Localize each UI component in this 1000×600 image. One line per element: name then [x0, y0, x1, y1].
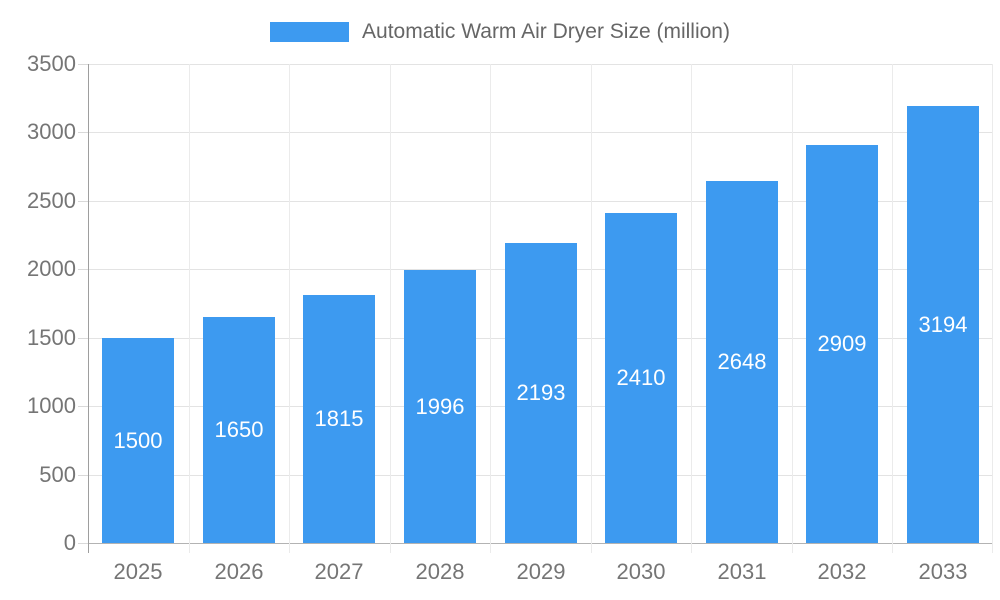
- bar-value-label: 1815: [314, 406, 364, 431]
- v-gridline: [792, 64, 793, 543]
- x-tick-label: 2032: [817, 559, 867, 584]
- x-tick-label: 2025: [113, 559, 163, 584]
- v-gridline: [189, 64, 190, 543]
- y-tick-mark: [78, 201, 88, 202]
- y-tick-label: 3500: [27, 51, 76, 76]
- y-tick-mark: [78, 338, 88, 339]
- x-tick-mark: [189, 543, 190, 553]
- bar-value-label: 1500: [113, 427, 163, 453]
- bar-value-label: 2193: [516, 380, 566, 405]
- legend-label: Automatic Warm Air Dryer Size (million): [362, 20, 730, 43]
- bar: 1500: [102, 338, 174, 543]
- x-tick-label: 2033: [918, 559, 968, 584]
- y-tick-mark: [78, 406, 88, 407]
- bar: 1815: [303, 295, 375, 543]
- x-axis-labels: 2025 2026 2027 2028 2029 2030 2031 2032 2033: [88, 559, 993, 589]
- v-gridline: [490, 64, 491, 543]
- bar-value-label: 3194: [918, 311, 968, 337]
- y-tick-mark: [78, 269, 88, 270]
- v-gridline: [892, 64, 893, 543]
- bar-value-label: 2648: [717, 349, 767, 374]
- y-axis-labels: 0 500 1000 1500 2000 2500 3000 3500: [0, 51, 78, 555]
- y-tick-label: 1000: [27, 393, 76, 418]
- bar-value-label: 2410: [616, 365, 666, 390]
- bar: 2193: [505, 243, 577, 543]
- y-tick-label: 0: [63, 530, 76, 555]
- x-tick-label: 2029: [516, 559, 566, 584]
- legend: Automatic Warm Air Dryer Size (million): [0, 20, 1000, 44]
- bar: 1996: [404, 270, 476, 543]
- x-tick-mark: [792, 543, 793, 553]
- y-tick-label: 2500: [27, 188, 76, 213]
- x-tick-mark: [289, 543, 290, 553]
- x-tick-mark: [490, 543, 491, 553]
- x-tick-mark: [691, 543, 692, 553]
- h-gridline: [88, 64, 993, 65]
- y-tick-mark: [78, 475, 88, 476]
- bar: 1650: [203, 317, 275, 543]
- x-tick-mark: [892, 543, 893, 553]
- v-gridline: [390, 64, 391, 543]
- bar: 2410: [605, 213, 677, 543]
- h-gridline: [88, 543, 993, 544]
- legend-swatch: [270, 22, 350, 42]
- bar: 2909: [806, 145, 878, 543]
- x-tick-label: 2028: [415, 559, 465, 584]
- bar: 2648: [706, 181, 778, 543]
- y-tick-label: 2000: [27, 256, 76, 281]
- bar-value-label: 1650: [214, 417, 264, 442]
- plot-area: 1500 1650 1815 1996 2193 2410 2648 2909 3194: [78, 64, 993, 553]
- x-tick-label: 2031: [717, 559, 767, 584]
- x-tick-mark: [992, 543, 993, 553]
- y-axis-line: [88, 64, 89, 553]
- y-tick-label: 500: [39, 462, 76, 487]
- h-gridline: [88, 201, 993, 202]
- x-tick-mark: [591, 543, 592, 553]
- v-gridline: [289, 64, 290, 543]
- bar: 3194: [907, 106, 979, 543]
- bar-value-label: 1996: [415, 393, 465, 419]
- x-tick-label: 2027: [314, 559, 364, 584]
- x-tick-label: 2030: [616, 559, 666, 584]
- v-gridline: [591, 64, 592, 543]
- y-tick-mark: [78, 64, 88, 65]
- y-tick-mark: [78, 132, 88, 133]
- x-tick-mark: [390, 543, 391, 553]
- x-tick-label: 2026: [214, 559, 264, 584]
- y-tick-label: 1500: [27, 325, 76, 350]
- h-gridline: [88, 132, 993, 133]
- y-tick-label: 3000: [27, 119, 76, 144]
- y-tick-mark: [78, 543, 88, 544]
- bar-value-label: 2909: [817, 331, 867, 356]
- v-gridline: [992, 64, 993, 543]
- v-gridline: [691, 64, 692, 543]
